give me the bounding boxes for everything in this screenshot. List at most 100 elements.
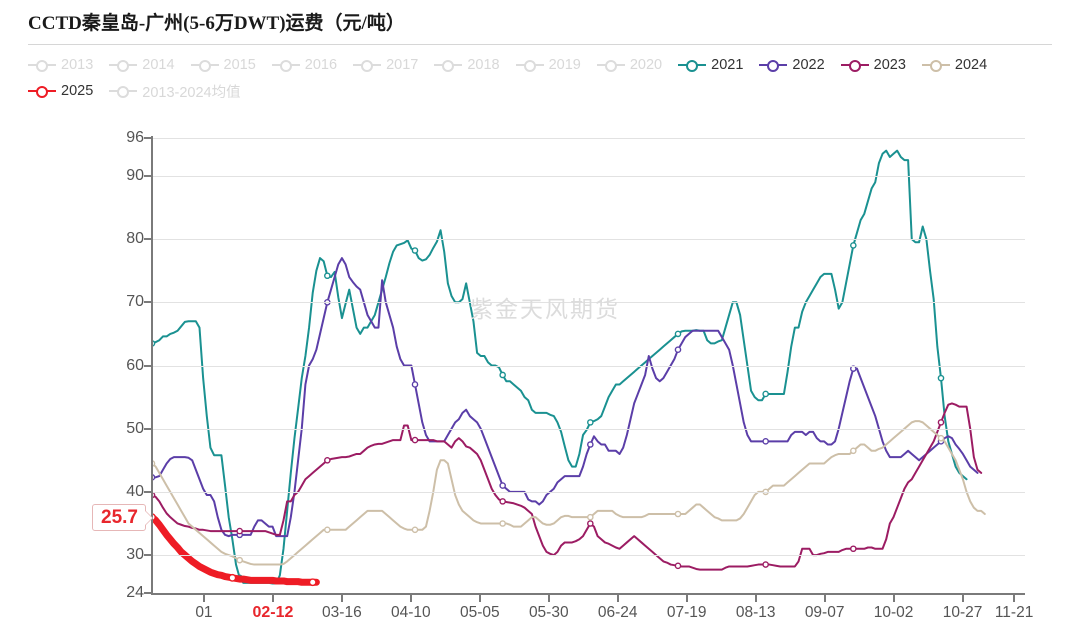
series-point-2024 [850, 447, 857, 455]
legend-marker-icon [921, 58, 950, 72]
y-tick-mark [144, 427, 151, 430]
y-tick-label: 60 [126, 356, 144, 374]
x-tick-mark [409, 595, 412, 602]
latest-value-callout: 25.7 [92, 504, 146, 532]
legend-item-2023[interactable]: 2023 [840, 52, 906, 78]
gridline [152, 175, 1025, 177]
gridline [152, 239, 1025, 241]
x-tick-mark [202, 595, 205, 602]
series-point-2023 [762, 561, 769, 568]
series-point-2022 [587, 441, 594, 448]
series-point-2021 [411, 247, 419, 254]
legend-label: 2019 [548, 57, 581, 73]
y-tick-mark [144, 137, 151, 139]
legend-label: 2025 [61, 83, 94, 99]
series-point-2024 [499, 520, 506, 527]
x-tick-mark [823, 595, 826, 602]
legend-label: 2015 [223, 57, 256, 73]
y-tick-mark [144, 592, 151, 594]
plot-area [152, 138, 1025, 593]
x-tick-label: 06-24 [597, 604, 638, 621]
legend-item-2019[interactable]: 2019 [515, 52, 581, 78]
legend-marker-icon [515, 58, 544, 72]
x-tick-label: 08-13 [735, 604, 776, 621]
series-point-2024 [674, 510, 682, 518]
series-point-2024 [236, 556, 243, 564]
series-point-2021 [499, 371, 506, 379]
legend-marker-icon [353, 58, 382, 72]
gridline [152, 365, 1025, 367]
series-point-2022 [762, 438, 769, 445]
y-tick-mark [144, 490, 151, 493]
title-divider [28, 44, 1052, 45]
legend-marker-icon [190, 58, 219, 72]
x-tick-label: 05-05 [459, 604, 500, 621]
series-point-2023 [499, 498, 506, 505]
x-tick-label: 04-10 [391, 604, 431, 621]
x-tick-mark [961, 595, 964, 602]
latest-value-label: 25.7 [101, 507, 138, 529]
series-point-2024 [587, 513, 594, 521]
legend-item-2018[interactable]: 2018 [434, 52, 500, 78]
legend-item-2013[interactable]: 2013 [28, 52, 93, 78]
legend-marker-icon [759, 58, 788, 72]
chart-legend: 2013 2014 2015 2016 2017 2018 2019 2020 2021 2022… [28, 52, 1068, 104]
x-tick-mark [478, 595, 481, 602]
legend-marker-icon [840, 58, 869, 72]
legend-label: 2018 [467, 57, 500, 73]
series-point-2025 [308, 578, 317, 587]
series-point-2021 [324, 272, 331, 280]
legend-item-2020[interactable]: 2020 [596, 52, 663, 78]
series-point-2023 [324, 456, 331, 464]
legend-item-2025[interactable]: 2025 [28, 78, 93, 104]
legend-item-2024[interactable]: 2024 [921, 52, 987, 78]
y-tick-mark [144, 238, 151, 241]
series-point-2021 [850, 242, 857, 249]
series-point-2024 [411, 526, 419, 534]
legend-item-2022[interactable]: 2022 [759, 52, 825, 78]
series-point-2023 [850, 545, 857, 553]
x-tick-mark [340, 595, 343, 602]
y-tick-label: 96 [126, 129, 144, 146]
legend-item-2017[interactable]: 2017 [353, 52, 418, 78]
series-lines [152, 149, 986, 587]
legend-item-2015[interactable]: 2015 [190, 52, 256, 78]
y-axis-line [151, 136, 153, 595]
x-tick-mark [1013, 595, 1016, 602]
legend-item-2013-2024均值[interactable]: 2013-2024均值 [109, 78, 241, 104]
series-point-2021 [587, 419, 594, 426]
gridline [152, 138, 1025, 139]
series-point-2022 [499, 482, 506, 489]
legend-label: 2021 [711, 57, 744, 73]
legend-label: 2020 [629, 57, 663, 73]
x-tick-label: 09-07 [804, 604, 845, 621]
x-tick-label: 10-02 [873, 604, 914, 621]
series-line-2022 [152, 257, 979, 538]
series-point-2025 [228, 573, 237, 582]
y-tick-label: 90 [126, 166, 144, 184]
legend-item-2014[interactable]: 2014 [109, 52, 175, 78]
series-point-2021 [762, 390, 769, 398]
legend-item-2021[interactable]: 2021 [678, 52, 743, 78]
legend-marker-icon [109, 84, 138, 98]
series-point-2024 [324, 526, 331, 534]
series-point-2023 [411, 436, 419, 444]
series-point-2022 [674, 346, 682, 353]
y-tick-label: 30 [126, 546, 144, 564]
legend-marker-icon [596, 58, 625, 72]
x-tick-mark [892, 595, 895, 602]
legend-marker-icon [28, 58, 56, 72]
y-tick-label: 50 [126, 419, 144, 437]
legend-marker-icon [109, 58, 138, 72]
series-point-2024 [937, 434, 945, 442]
legend-label: 2022 [792, 57, 825, 73]
y-tick-mark [144, 301, 151, 304]
x-tick-mark [271, 595, 274, 602]
x-axis-ticks: 01 02-12 03-16 04-10 05-05 05-30 06-24 07-19 08-… [152, 595, 1033, 629]
x-tick-label: 01 [195, 604, 213, 621]
legend-item-2016[interactable]: 2016 [271, 52, 337, 78]
chart-title: CCTD秦皇岛-广州(5-6万DWT)运费（元/吨） [28, 13, 405, 34]
gridline [152, 428, 1025, 430]
x-tick-label: 10-27 [942, 604, 983, 621]
